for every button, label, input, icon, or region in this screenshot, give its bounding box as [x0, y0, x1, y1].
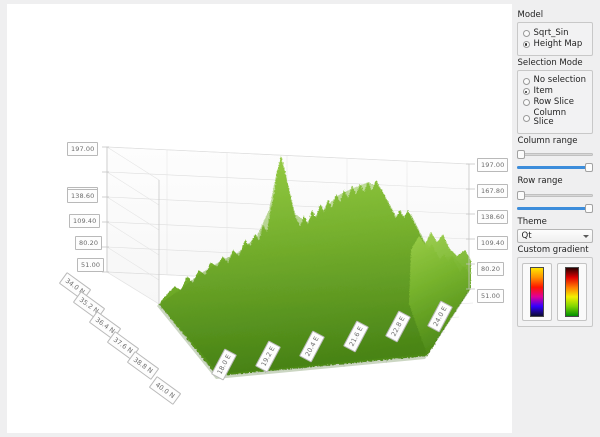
slider-handle[interactable] — [516, 150, 525, 160]
model-group-title: Model — [517, 10, 544, 20]
row-range-max-slider[interactable] — [516, 203, 593, 214]
slider-fill — [516, 166, 587, 170]
row-range-min-slider[interactable] — [516, 190, 593, 201]
gradient-swatch-two — [564, 267, 579, 318]
z-tick-right-1: 80.20 — [477, 262, 505, 276]
chevron-down-icon — [583, 234, 589, 238]
radio-icon — [522, 114, 530, 122]
radio-model-sqrt-sin[interactable]: Sqrt_Sin — [522, 27, 588, 38]
z-tick-right-2: 109.40 — [477, 236, 509, 250]
radio-label: Column Slice — [533, 107, 567, 128]
radio-column-slice[interactable]: Column Slice — [522, 107, 588, 128]
radio-label: No selection — [533, 75, 586, 86]
row-range-title: Row range — [517, 176, 563, 187]
custom-gradient-title: Custom gradient — [517, 245, 589, 256]
gradient-swatch-one — [529, 267, 544, 318]
terrain-right-lobe — [409, 232, 471, 354]
slider-fill — [516, 206, 587, 210]
radio-model-height-map[interactable]: Height Map — [522, 38, 588, 49]
z-tick-right-3: 138.60 — [477, 210, 509, 224]
column-range-title: Column range — [517, 136, 578, 147]
radio-icon-selected — [522, 88, 530, 96]
radio-item[interactable]: Item — [522, 86, 588, 97]
radio-label: Height Map — [533, 38, 583, 49]
slider-groove — [516, 193, 593, 197]
radio-icon — [522, 99, 530, 107]
radio-no-selection[interactable]: No selection — [522, 75, 588, 86]
gradient-button-two[interactable] — [556, 263, 587, 322]
selection-mode-group-box: No selection Item Row Slice Column Slice — [516, 69, 593, 135]
z-tick-left-5: 197.00 — [67, 142, 99, 156]
slider-handle[interactable] — [585, 163, 593, 173]
theme-selected-value: Qt — [521, 231, 532, 242]
selection-mode-group-title: Selection Mode — [517, 57, 583, 68]
z-tick-right-0: 51.00 — [477, 289, 505, 303]
z-tick-left-0: 51.00 — [77, 258, 105, 272]
model-group-box: Sqrt_Sin Height Map — [516, 22, 593, 56]
slider-handle[interactable] — [516, 190, 525, 200]
control-panel: Model Sqrt_Sin Height Map Selection Mode… — [511, 4, 596, 433]
radio-label: Item — [533, 86, 553, 97]
column-range-min-slider[interactable] — [516, 149, 593, 160]
radio-label: Row Slice — [533, 97, 574, 108]
z-tick-right-4: 167.80 — [477, 184, 509, 198]
radio-icon — [522, 30, 530, 38]
z-tick-left-1: 80.20 — [75, 236, 103, 250]
surface-graph-pane[interactable]: 197.00 167.80 138.60 109.40 80.20 51.00 … — [7, 4, 512, 433]
z-tick-left-3: 138.60 — [67, 189, 99, 203]
surface-3d-viewport[interactable]: 197.00 167.80 138.60 109.40 80.20 51.00 … — [7, 4, 512, 433]
slider-groove — [516, 153, 593, 157]
radio-row-slice[interactable]: Row Slice — [522, 97, 588, 108]
radio-icon — [522, 77, 530, 85]
theme-title: Theme — [517, 216, 547, 227]
radio-icon-selected — [522, 40, 530, 48]
radio-label: Sqrt_Sin — [533, 27, 569, 38]
slider-handle[interactable] — [585, 203, 593, 213]
z-tick-right-5: 197.00 — [477, 158, 509, 172]
column-range-max-slider[interactable] — [516, 162, 593, 173]
gradient-swatch-row — [521, 263, 588, 322]
z-tick-left-2: 109.40 — [69, 214, 101, 228]
custom-gradient-box — [516, 257, 593, 328]
theme-select[interactable]: Qt — [516, 229, 593, 244]
gradient-button-one[interactable] — [521, 263, 552, 322]
